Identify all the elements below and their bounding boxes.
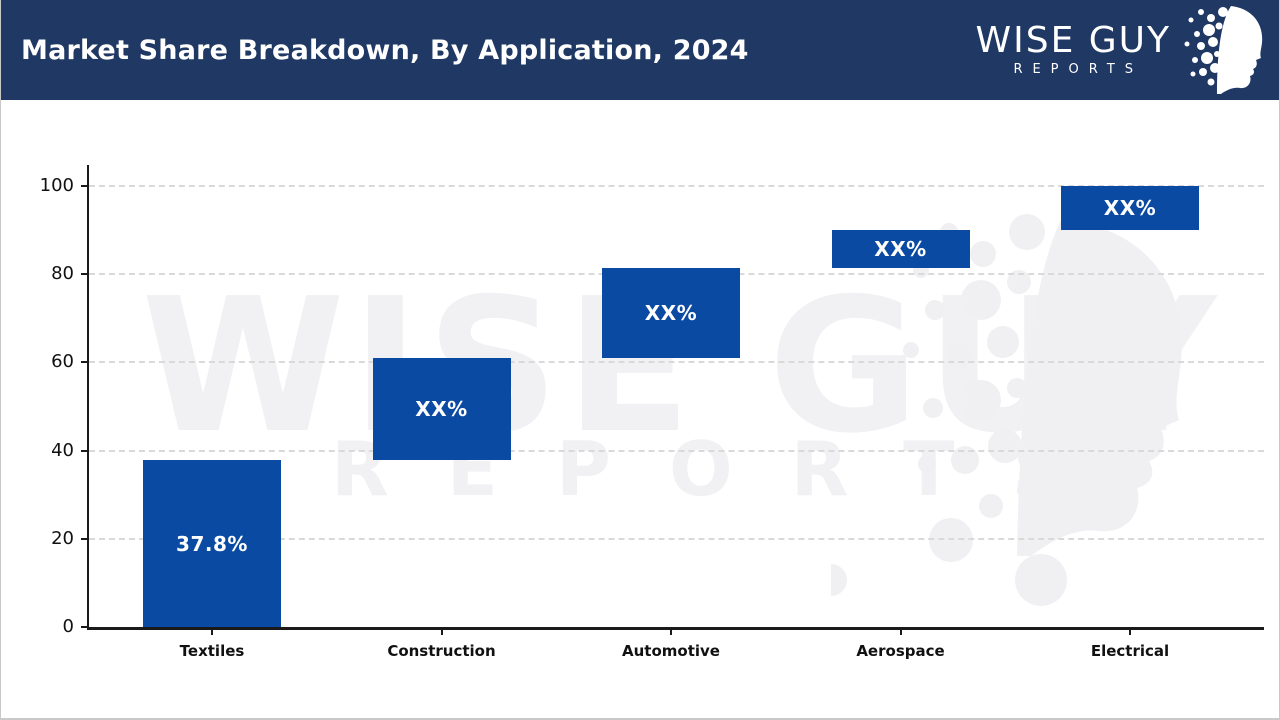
y-tick-label: 40 (51, 439, 74, 461)
y-tick-mark (81, 361, 88, 364)
gridline-y-100 (89, 185, 1264, 187)
y-tick-mark (81, 185, 88, 187)
bar-value-label: XX% (415, 397, 468, 422)
page-title: Market Share Breakdown, By Application, … (21, 34, 749, 66)
chart-plot: 0 20 40 60 80 100 37.8% Textiles XX% Construction… (1, 100, 1279, 718)
y-tick-label: 20 (51, 527, 74, 549)
y-tick-label: 60 (51, 351, 74, 373)
x-tick-mark (211, 627, 213, 635)
x-category-label-aerospace: Aerospace (856, 642, 945, 660)
y-axis-line (87, 165, 89, 629)
x-category-label-construction: Construction (387, 642, 496, 660)
x-category-label-electrical: Electrical (1090, 642, 1170, 660)
y-tick-label: 0 (62, 616, 74, 637)
x-tick-mark (1129, 627, 1131, 635)
y-tick-mark (81, 273, 88, 276)
x-tick-mark (670, 627, 672, 635)
bar-value-label: XX% (644, 300, 698, 325)
logo-subtitle: REPORTS (1013, 62, 1144, 77)
gridline-y-60 (89, 361, 1264, 364)
y-tick-mark (81, 537, 88, 540)
bar-electrical: XX% (1061, 186, 1199, 231)
bar-construction: XX% (372, 357, 511, 461)
logo-wordmark: WISE GUY (975, 20, 1171, 61)
bar-value-label: XX% (874, 237, 927, 262)
y-tick-mark (81, 626, 88, 628)
bar-aerospace: XX% (831, 230, 970, 269)
gridline-y-20 (89, 537, 1264, 540)
wise-guy-logo: WISE GUY REPORTS (976, 4, 1268, 96)
bar-automotive: XX% (602, 268, 740, 358)
bar-value-label: XX% (1103, 196, 1157, 221)
bar-textiles: 37.8% (143, 460, 281, 627)
header: Market Share Breakdown, By Application, … (1, 0, 1279, 100)
gridline-y-40 (89, 449, 1264, 452)
x-tick-mark (899, 627, 902, 635)
y-tick-label: 100 (39, 175, 74, 196)
y-tick-mark (81, 449, 88, 452)
x-axis-line (87, 627, 1264, 630)
x-tick-mark (440, 627, 443, 635)
logo-text: WISE GUY REPORTS (975, 20, 1172, 78)
x-category-label-textiles: Textiles (179, 642, 245, 660)
logo-face-icon (1184, 6, 1263, 94)
y-tick-label: 80 (51, 263, 74, 285)
bar-value-label: 37.8% (176, 531, 248, 556)
x-category-label-automotive: Automotive (622, 642, 720, 660)
